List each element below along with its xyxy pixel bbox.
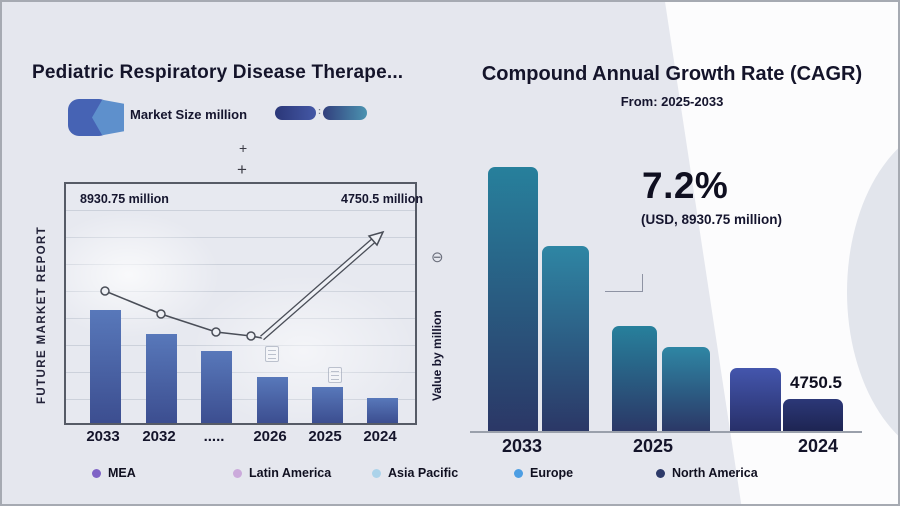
cagr-chart-baseline: [470, 431, 862, 433]
legend-item: Latin America: [233, 466, 331, 480]
end-value-callout: 4750.5: [790, 373, 842, 392]
pill-icon-dark: [275, 106, 316, 120]
x-axis-year-label: .....: [203, 428, 225, 445]
legend-item: Europe: [514, 466, 573, 480]
market-size-label: Market Size million: [130, 107, 248, 122]
watermark-vertical-text: FUTURE MARKET REPORT: [36, 225, 48, 405]
legend-dot-icon: [233, 468, 242, 478]
value-axis-label: Value by million: [430, 310, 444, 402]
legend-dot-icon: [372, 468, 381, 478]
cagr-bar: [783, 399, 843, 432]
legend-dot-icon: [92, 468, 101, 478]
ghost-document-icon: [328, 367, 342, 383]
plus-icon: +: [239, 140, 248, 156]
cagr-bar: [488, 167, 538, 432]
ghost-document-icon: [265, 346, 279, 362]
legend-label: North America: [672, 466, 758, 480]
market-size-chart: 8930.75 million 4750.5 million: [64, 182, 423, 425]
cagr-title: Compound Annual Growth Rate (CAGR): [481, 63, 863, 85]
cagr-subtitle: From: 2025-2033: [620, 94, 724, 109]
legend-item: North America: [656, 466, 758, 480]
x-axis-year-label: 2033: [86, 428, 120, 445]
report-title: Pediatric Respiratory Disease Therape...: [32, 62, 404, 83]
market-size-bar: [200, 351, 232, 423]
trend-line-arrow: [100, 230, 385, 341]
market-size-bar: [366, 398, 398, 423]
plus-icon: +: [237, 160, 247, 179]
legend-item: Asia Pacific: [372, 466, 458, 480]
pill-separator: :: [318, 106, 321, 116]
market-size-bar: [256, 377, 288, 423]
region-legend: MEA Latin America Asia Pacific Europe North …: [2, 466, 898, 488]
cagr-bar: [662, 347, 710, 432]
cagr-year-label: 2025: [632, 436, 674, 456]
left-chart-x-axis: 2033 2032..... 2026 2025 2024: [64, 428, 417, 448]
market-size-bar: [89, 310, 121, 423]
cagr-year-label: 2024: [797, 436, 839, 456]
cagr-usd-detail: (USD, 8930.75 million): [641, 212, 783, 227]
cagr-percentage: 7.2%: [642, 165, 729, 206]
market-size-bar: [145, 334, 177, 423]
legend-label: Europe: [530, 466, 574, 480]
cagr-year-label: 2033: [501, 436, 543, 456]
x-axis-year-label: 2032: [142, 428, 176, 445]
legend-label: MEA: [108, 466, 136, 480]
cagr-bar: [612, 326, 657, 432]
cagr-bar: [542, 246, 589, 432]
step-line-decoration: [605, 274, 643, 292]
pill-icon-teal: [323, 106, 367, 120]
legend-item: MEA: [92, 466, 136, 480]
legend-label: Asia Pacific: [388, 466, 459, 480]
market-size-row: Market Size million :: [66, 97, 386, 137]
x-axis-year-label: 2026: [253, 428, 287, 445]
capsule-3d-icon: [68, 99, 126, 136]
cagr-bar: [730, 368, 781, 432]
chart-end-value-label: 4750.5 million: [341, 192, 423, 206]
legend-dot-icon: [514, 468, 523, 478]
x-axis-year-label: 2024: [363, 428, 397, 445]
legend-dot-icon: [656, 468, 665, 478]
x-axis-year-label: 2025: [308, 428, 342, 445]
chart-max-value-label: 8930.75 million: [80, 192, 169, 206]
circled-minus-icon: ⊖: [431, 249, 444, 266]
market-size-bar: [311, 387, 343, 423]
legend-label: Latin America: [249, 466, 332, 480]
